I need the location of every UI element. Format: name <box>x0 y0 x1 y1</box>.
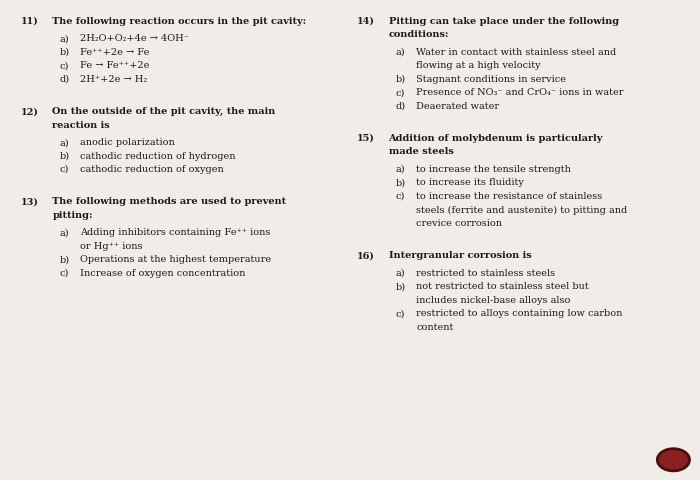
Text: Increase of oxygen concentration: Increase of oxygen concentration <box>80 268 246 277</box>
Text: content: content <box>416 322 454 331</box>
Text: to increase its fluidity: to increase its fluidity <box>416 178 524 187</box>
Circle shape <box>657 449 690 471</box>
Text: a): a) <box>395 268 405 277</box>
Text: includes nickel-base alloys also: includes nickel-base alloys also <box>416 295 571 304</box>
Text: flowing at a high velocity: flowing at a high velocity <box>416 61 541 70</box>
Text: or Hg⁺⁺ ions: or Hg⁺⁺ ions <box>80 241 143 250</box>
Text: Adding inhibitors containing Fe⁺⁺ ions: Adding inhibitors containing Fe⁺⁺ ions <box>80 228 271 237</box>
Text: a): a) <box>395 48 405 57</box>
Text: Water in contact with stainless steel and: Water in contact with stainless steel an… <box>416 48 617 57</box>
Text: restricted to alloys containing low carbon: restricted to alloys containing low carb… <box>416 309 623 317</box>
Text: 2H⁺+2e → H₂: 2H⁺+2e → H₂ <box>80 74 148 84</box>
Text: anodic polarization: anodic polarization <box>80 138 175 147</box>
Text: c): c) <box>60 268 69 277</box>
Text: crevice corrosion: crevice corrosion <box>416 218 503 228</box>
Text: cathodic reduction of oxygen: cathodic reduction of oxygen <box>80 165 224 174</box>
Text: cathodic reduction of hydrogen: cathodic reduction of hydrogen <box>80 151 236 160</box>
Text: 2H₂O+O₂+4e → 4OH⁻: 2H₂O+O₂+4e → 4OH⁻ <box>80 34 190 43</box>
Text: b): b) <box>60 255 69 264</box>
Text: c): c) <box>60 61 69 70</box>
Text: d): d) <box>60 74 69 84</box>
Text: 15): 15) <box>357 134 375 143</box>
Text: to increase the tensile strength: to increase the tensile strength <box>416 165 571 174</box>
Text: b): b) <box>395 74 405 84</box>
Text: c): c) <box>395 192 405 201</box>
Text: Stagnant conditions in service: Stagnant conditions in service <box>416 74 566 84</box>
Text: to increase the resistance of stainless: to increase the resistance of stainless <box>416 192 603 201</box>
Text: Fe → Fe⁺⁺+2e: Fe → Fe⁺⁺+2e <box>80 61 150 70</box>
Text: On the outside of the pit cavity, the main: On the outside of the pit cavity, the ma… <box>52 107 276 116</box>
Text: The following reaction occurs in the pit cavity:: The following reaction occurs in the pit… <box>52 17 307 26</box>
Text: Fe⁺⁺+2e → Fe: Fe⁺⁺+2e → Fe <box>80 48 150 57</box>
Text: pitting:: pitting: <box>52 210 93 219</box>
Text: c): c) <box>60 165 69 174</box>
Text: 11): 11) <box>21 17 38 26</box>
Text: not restricted to stainless steel but: not restricted to stainless steel but <box>416 282 589 290</box>
Text: a): a) <box>395 165 405 174</box>
Text: c): c) <box>395 88 405 97</box>
Text: conditions:: conditions: <box>389 30 449 39</box>
Text: 16): 16) <box>357 251 375 260</box>
Text: b): b) <box>60 48 69 57</box>
Text: Operations at the highest temperature: Operations at the highest temperature <box>80 255 272 264</box>
Text: steels (ferrite and austenite) to pitting and: steels (ferrite and austenite) to pittin… <box>416 205 628 214</box>
Text: b): b) <box>395 282 405 290</box>
Text: 13): 13) <box>21 197 39 206</box>
Text: reaction is: reaction is <box>52 120 111 129</box>
Text: Addition of molybdenum is particularly: Addition of molybdenum is particularly <box>389 134 603 143</box>
Text: restricted to stainless steels: restricted to stainless steels <box>416 268 556 277</box>
Text: a): a) <box>60 138 69 147</box>
Text: b): b) <box>395 178 405 187</box>
Text: The following methods are used to prevent: The following methods are used to preven… <box>52 197 286 206</box>
Text: 12): 12) <box>21 107 39 116</box>
Text: a): a) <box>60 34 69 43</box>
Text: b): b) <box>60 151 69 160</box>
Text: c): c) <box>395 309 405 317</box>
Text: made steels: made steels <box>389 147 454 156</box>
Text: d): d) <box>395 101 405 110</box>
Text: Pitting can take place under the following: Pitting can take place under the followi… <box>389 17 619 26</box>
Text: 14): 14) <box>357 17 375 26</box>
Text: a): a) <box>60 228 69 237</box>
Text: Intergranular corrosion is: Intergranular corrosion is <box>389 251 531 260</box>
Text: Deaerated water: Deaerated water <box>416 101 500 110</box>
Text: Presence of NO₃⁻ and CrO₄⁻ ions in water: Presence of NO₃⁻ and CrO₄⁻ ions in water <box>416 88 624 97</box>
